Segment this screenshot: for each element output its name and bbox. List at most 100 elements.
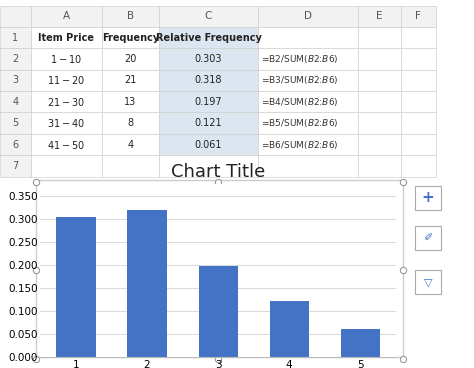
Bar [0,155,31,177]
Bar [102,134,159,155]
Bar [0,27,31,48]
Bar [415,270,441,294]
Bar [199,266,237,357]
Bar [0,91,31,113]
Text: 21: 21 [124,75,137,85]
Bar [258,48,358,70]
Text: 6: 6 [12,139,18,149]
Bar [0,113,31,134]
Bar [258,134,358,155]
Bar [358,113,401,134]
Bar [401,134,436,155]
Bar [102,70,159,91]
Bar [401,91,436,113]
Text: 0.121: 0.121 [195,118,222,128]
Bar [401,48,436,70]
Text: 3: 3 [12,75,18,85]
Bar [358,6,401,27]
Text: $1 - $10: $1 - $10 [50,53,82,65]
Bar [31,91,102,113]
Bar [31,155,102,177]
Bar [0,70,31,91]
Bar [31,6,102,27]
Text: $21 - $30: $21 - $30 [47,96,85,108]
Bar [258,27,358,48]
Bar [401,6,436,27]
Bar [0,6,31,27]
Text: 4: 4 [128,139,133,149]
Bar [0,134,31,155]
Title: Chart Title: Chart Title [171,163,265,181]
Bar [401,27,436,48]
Text: =B6/SUM($B$2:$B$6): =B6/SUM($B$2:$B$6) [261,139,338,151]
Bar [0,48,31,70]
Bar [270,301,309,357]
Text: 0.318: 0.318 [195,75,222,85]
Bar [36,180,403,357]
Bar [415,226,441,250]
Bar [358,155,401,177]
Text: Item Price: Item Price [38,33,94,43]
Bar [401,155,436,177]
Text: =B5/SUM($B$2:$B$6): =B5/SUM($B$2:$B$6) [261,117,338,129]
Bar [56,217,96,357]
Text: F: F [415,11,421,21]
Bar [102,155,159,177]
Bar [102,48,159,70]
Text: 8: 8 [128,118,133,128]
Bar [159,91,258,113]
Bar [159,134,258,155]
Text: $41 - $50: $41 - $50 [47,139,85,151]
Text: 20: 20 [124,54,137,64]
Text: $11 - $20: $11 - $20 [47,74,85,86]
Bar [31,48,102,70]
Bar [31,70,102,91]
Text: D: D [304,11,312,21]
Bar [258,70,358,91]
Bar [258,91,358,113]
Text: 5: 5 [12,118,18,128]
Bar [258,6,358,27]
Bar [358,91,401,113]
Bar [358,48,401,70]
Bar [31,134,102,155]
Bar [159,70,258,91]
Bar [102,6,159,27]
Bar [159,6,258,27]
Bar [258,113,358,134]
Text: 0.303: 0.303 [195,54,222,64]
Bar [102,113,159,134]
Text: =B3/SUM($B$2:$B$6): =B3/SUM($B$2:$B$6) [261,74,338,86]
Bar [102,27,159,48]
Text: 7: 7 [12,161,18,171]
Bar [415,186,441,210]
Text: =B2/SUM($B$2:$B$6): =B2/SUM($B$2:$B$6) [261,53,338,65]
Bar [159,48,258,70]
Text: $31 - $40: $31 - $40 [47,117,85,129]
Text: 0.061: 0.061 [195,139,222,149]
Text: A: A [63,11,70,21]
Bar [31,27,102,48]
Bar [358,134,401,155]
Bar [340,329,380,357]
Text: 4: 4 [12,97,18,107]
Bar [31,113,102,134]
Text: 13: 13 [124,97,137,107]
Text: =B4/SUM($B$2:$B$6): =B4/SUM($B$2:$B$6) [261,96,338,108]
Bar [159,113,258,134]
Bar [358,27,401,48]
Bar [401,113,436,134]
Bar [128,210,166,357]
Text: E: E [376,11,383,21]
Text: B: B [127,11,134,21]
Text: +: + [421,190,434,205]
Bar [258,155,358,177]
Text: 2: 2 [12,54,18,64]
Bar [159,155,258,177]
Text: C: C [205,11,212,21]
Text: 0.197: 0.197 [195,97,222,107]
Bar [358,70,401,91]
Bar [401,70,436,91]
Bar [102,91,159,113]
Text: ▽: ▽ [424,277,432,287]
